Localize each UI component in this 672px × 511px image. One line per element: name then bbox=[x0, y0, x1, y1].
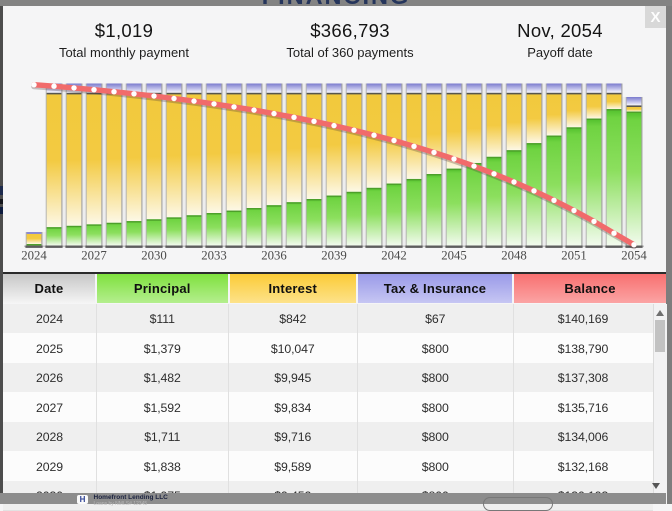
svg-text:2030: 2030 bbox=[141, 249, 167, 263]
svg-text:2051: 2051 bbox=[561, 249, 587, 263]
svg-text:2045: 2045 bbox=[441, 249, 467, 263]
svg-text:2033: 2033 bbox=[201, 249, 227, 263]
svg-text:2054: 2054 bbox=[621, 249, 647, 263]
svg-text:2042: 2042 bbox=[381, 249, 407, 263]
svg-text:2048: 2048 bbox=[501, 249, 527, 263]
svg-text:2027: 2027 bbox=[81, 249, 107, 263]
svg-text:2036: 2036 bbox=[261, 249, 287, 263]
svg-text:2024: 2024 bbox=[21, 249, 47, 263]
svg-text:2039: 2039 bbox=[321, 249, 347, 263]
